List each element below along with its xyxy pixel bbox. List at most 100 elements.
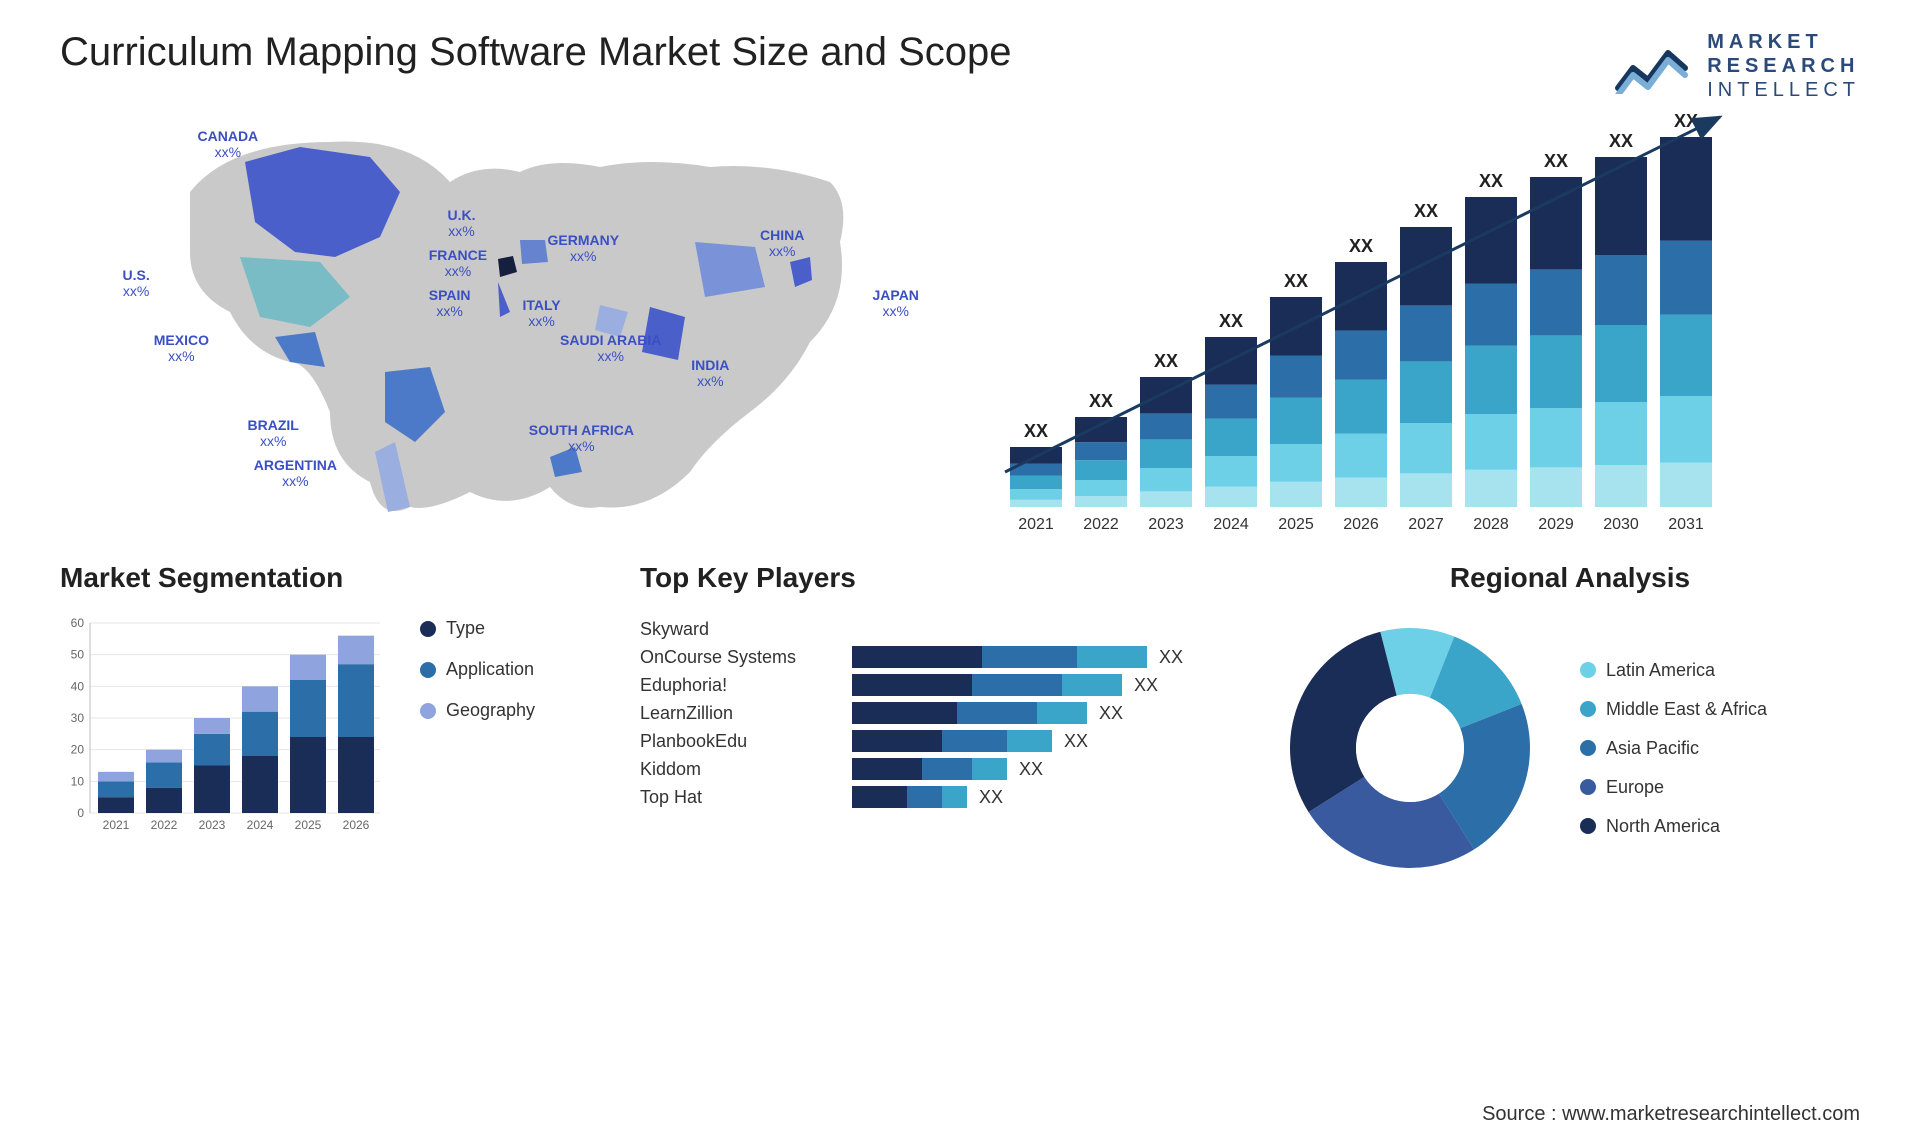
svg-text:2026: 2026 bbox=[343, 818, 370, 832]
map-country-label: INDIAxx% bbox=[691, 357, 729, 389]
logo-line3: INTELLECT bbox=[1707, 78, 1860, 102]
svg-text:20: 20 bbox=[71, 743, 85, 757]
page-title: Curriculum Mapping Software Market Size … bbox=[60, 30, 1012, 75]
regional-legend-item: Europe bbox=[1580, 777, 1767, 798]
logo-line1: MARKET bbox=[1707, 30, 1860, 54]
svg-text:2022: 2022 bbox=[151, 818, 178, 832]
growth-bar-label: XX bbox=[1544, 151, 1568, 171]
map-country-label: ARGENTINAxx% bbox=[254, 457, 337, 489]
growth-year-label: 2026 bbox=[1343, 516, 1379, 532]
segmentation-legend-item: Geography bbox=[420, 700, 535, 721]
growth-year-label: 2031 bbox=[1668, 516, 1704, 532]
player-value: XX bbox=[979, 787, 1019, 808]
svg-text:50: 50 bbox=[71, 648, 85, 662]
svg-text:2023: 2023 bbox=[199, 818, 226, 832]
player-value: XX bbox=[1064, 731, 1104, 752]
players-chart: SkywardOnCourse SystemsXXEduphoria!XXLea… bbox=[640, 618, 1260, 808]
world-map-svg bbox=[60, 112, 960, 532]
growth-year-label: 2028 bbox=[1473, 516, 1509, 532]
player-label: OnCourse Systems bbox=[640, 647, 840, 668]
brand-logo: MARKET RESEARCH INTELLECT bbox=[1613, 30, 1860, 102]
map-country-label: CANADAxx% bbox=[198, 128, 259, 160]
player-bar bbox=[852, 758, 1007, 780]
regional-legend-item: Latin America bbox=[1580, 660, 1767, 681]
world-map-panel: CANADAxx% U.S.xx% MEXICOxx% BRAZILxx% ARGENT… bbox=[60, 112, 960, 532]
growth-bar-label: XX bbox=[1349, 236, 1373, 256]
player-bar bbox=[852, 786, 967, 808]
growth-year-label: 2030 bbox=[1603, 516, 1639, 532]
player-row: Skyward bbox=[640, 618, 1260, 640]
regional-donut bbox=[1280, 618, 1540, 878]
growth-chart: XX 2021 XX 2022 XX 2023 XX 2024 XX 2025 XX 2026 XX 20… bbox=[1000, 112, 1760, 532]
player-label: Kiddom bbox=[640, 759, 840, 780]
growth-bar-label: XX bbox=[1479, 171, 1503, 191]
growth-bar-label: XX bbox=[1024, 421, 1048, 441]
svg-text:2021: 2021 bbox=[103, 818, 130, 832]
growth-bar-label: XX bbox=[1414, 201, 1438, 221]
svg-text:10: 10 bbox=[71, 774, 85, 788]
regional-legend-item: Middle East & Africa bbox=[1580, 699, 1767, 720]
growth-year-label: 2024 bbox=[1213, 516, 1249, 532]
map-country-label: U.S.xx% bbox=[123, 267, 150, 299]
svg-text:2025: 2025 bbox=[295, 818, 322, 832]
player-row: Top HatXX bbox=[640, 786, 1260, 808]
map-country-label: ITALYxx% bbox=[523, 297, 561, 329]
player-row: OnCourse Systems XX bbox=[640, 646, 1260, 668]
map-country-label: MEXICOxx% bbox=[154, 332, 209, 364]
regional-legend: Latin America Middle East & Africa Asia Pa… bbox=[1580, 660, 1767, 837]
players-title: Top Key Players bbox=[640, 562, 1260, 594]
segmentation-legend-item: Type bbox=[420, 618, 535, 639]
segmentation-panel: Market Segmentation 0 10 20 30 40 50 60 2021 202… bbox=[60, 562, 620, 878]
player-value: XX bbox=[1019, 759, 1059, 780]
player-label: LearnZillion bbox=[640, 703, 840, 724]
player-row: LearnZillion XX bbox=[640, 702, 1260, 724]
svg-text:60: 60 bbox=[71, 618, 85, 630]
svg-text:0: 0 bbox=[77, 806, 84, 820]
map-country-label: U.K.xx% bbox=[448, 207, 476, 239]
growth-year-label: 2021 bbox=[1018, 516, 1054, 532]
regional-legend-item: North America bbox=[1580, 816, 1767, 837]
player-value: XX bbox=[1134, 675, 1174, 696]
growth-year-label: 2029 bbox=[1538, 516, 1574, 532]
players-panel: Top Key Players Skyward OnCourse Systems X… bbox=[640, 562, 1260, 878]
svg-text:40: 40 bbox=[71, 679, 85, 693]
regional-legend-item: Asia Pacific bbox=[1580, 738, 1767, 759]
map-country-label: SOUTH AFRICAxx% bbox=[529, 422, 634, 454]
source-label: Source : www.marketresearchintellect.com bbox=[1482, 1103, 1860, 1126]
svg-text:2024: 2024 bbox=[247, 818, 274, 832]
growth-bar-label: XX bbox=[1154, 351, 1178, 371]
growth-year-label: 2023 bbox=[1148, 516, 1184, 532]
segmentation-chart: 0 10 20 30 40 50 60 2021 2022 2023 2024 2025 2026 bbox=[60, 618, 380, 858]
map-country-label: BRAZILxx% bbox=[248, 417, 299, 449]
player-bar bbox=[852, 702, 1087, 724]
growth-year-label: 2027 bbox=[1408, 516, 1444, 532]
player-bar bbox=[852, 646, 1147, 668]
player-row: Eduphoria! XX bbox=[640, 674, 1260, 696]
player-row: PlanbookEdu XX bbox=[640, 730, 1260, 752]
growth-bar-label: XX bbox=[1089, 391, 1113, 411]
growth-year-label: 2025 bbox=[1278, 516, 1314, 532]
map-country-label: SAUDI ARABIAxx% bbox=[560, 332, 661, 364]
player-bar bbox=[852, 674, 1122, 696]
map-country-label: JAPANxx% bbox=[873, 287, 919, 319]
growth-chart-panel: XX 2021 XX 2022 XX 2023 XX 2024 XX 2025 XX 2026 XX 20… bbox=[1000, 112, 1860, 532]
player-label: Eduphoria! bbox=[640, 675, 840, 696]
map-country-label: FRANCExx% bbox=[429, 247, 487, 279]
segmentation-legend-item: Application bbox=[420, 659, 535, 680]
map-country-label: CHINAxx% bbox=[760, 227, 804, 259]
player-value: XX bbox=[1099, 703, 1139, 724]
segmentation-legend: Type Application Geography bbox=[420, 618, 535, 721]
growth-year-label: 2022 bbox=[1083, 516, 1119, 532]
segmentation-title: Market Segmentation bbox=[60, 562, 620, 594]
player-bar bbox=[852, 730, 1052, 752]
logo-icon bbox=[1613, 38, 1693, 94]
map-country-label: GERMANYxx% bbox=[548, 232, 620, 264]
svg-text:30: 30 bbox=[71, 711, 85, 725]
logo-line2: RESEARCH bbox=[1707, 54, 1860, 78]
player-row: Kiddom XX bbox=[640, 758, 1260, 780]
player-value: XX bbox=[1159, 647, 1199, 668]
player-label: PlanbookEdu bbox=[640, 731, 840, 752]
map-country-label: SPAINxx% bbox=[429, 287, 471, 319]
regional-title: Regional Analysis bbox=[1280, 562, 1860, 594]
growth-bar-label: XX bbox=[1609, 131, 1633, 151]
